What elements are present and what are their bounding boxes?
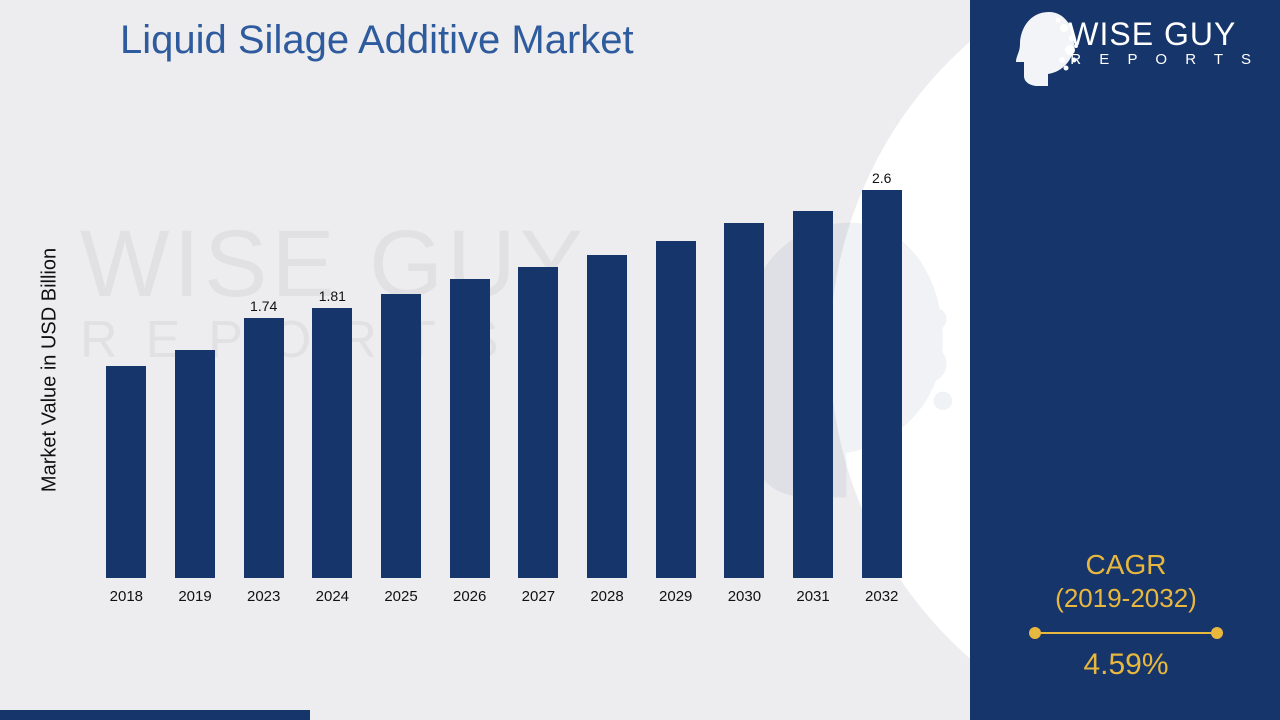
bar-slot (367, 130, 436, 578)
chart-title: Liquid Silage Additive Market (120, 18, 634, 63)
cagr-label: CAGR (996, 549, 1256, 581)
divider-dot-right (1211, 627, 1223, 639)
x-tick-label: 2029 (641, 582, 710, 610)
bar (106, 366, 146, 578)
bar-slot (573, 130, 642, 578)
x-tick-label: 2026 (435, 582, 504, 610)
x-tick-label: 2023 (229, 582, 298, 610)
bar-chart: Market Value in USD Billion 1.741.812.6 … (56, 130, 916, 610)
divider-dot-left (1029, 627, 1041, 639)
logo-line1: WISE GUY (1068, 16, 1258, 53)
bar (862, 190, 902, 578)
cagr-value: 4.59% (996, 648, 1256, 682)
bar (656, 241, 696, 578)
x-tick-label: 2024 (298, 582, 367, 610)
brand-logo: WISE GUY R E P O R T S (1068, 16, 1258, 68)
bar (793, 211, 833, 578)
x-tick-label: 2027 (504, 582, 573, 610)
bar-value-label: 2.6 (872, 170, 891, 186)
cagr-range: (2019-2032) (996, 583, 1256, 614)
bar-slot (92, 130, 161, 578)
cagr-block: CAGR (2019-2032) 4.59% (996, 549, 1256, 682)
bar-slot: 2.6 (847, 130, 916, 578)
bar (587, 255, 627, 578)
bar (312, 308, 352, 578)
x-tick-label: 2025 (367, 582, 436, 610)
x-tick-label: 2019 (161, 582, 230, 610)
bar (175, 350, 215, 578)
x-axis-labels: 2018201920232024202520262027202820292030… (92, 582, 916, 610)
bar (518, 267, 558, 578)
logo-line2: R E P O R T S (1068, 51, 1258, 68)
y-axis-label: Market Value in USD Billion (39, 248, 62, 492)
x-tick-label: 2018 (92, 582, 161, 610)
bar-slot (504, 130, 573, 578)
bars-container: 1.74 1.81 2.6 (92, 130, 916, 578)
bar-slot (779, 130, 848, 578)
x-tick-label: 2030 (710, 582, 779, 610)
bottom-accent-bar (0, 710, 310, 720)
x-tick-label: 2032 (847, 582, 916, 610)
bar (450, 279, 490, 578)
bar (244, 318, 284, 578)
bar-slot: 1.81 (298, 130, 367, 578)
bar (724, 223, 764, 578)
bar-slot (641, 130, 710, 578)
cagr-divider (1021, 632, 1231, 634)
x-tick-label: 2028 (573, 582, 642, 610)
bar-slot (435, 130, 504, 578)
bar-slot (710, 130, 779, 578)
bar (381, 294, 421, 578)
x-tick-label: 2031 (779, 582, 848, 610)
bar-value-label: 1.74 (250, 298, 277, 314)
bar-slot: 1.74 (229, 130, 298, 578)
report-graphic: WISE GUY REPORTS Liquid Silage Additive … (0, 0, 1280, 720)
bar-value-label: 1.81 (319, 288, 346, 304)
plot-area: 1.74 1.81 2.6 (92, 130, 916, 578)
bar-slot (161, 130, 230, 578)
